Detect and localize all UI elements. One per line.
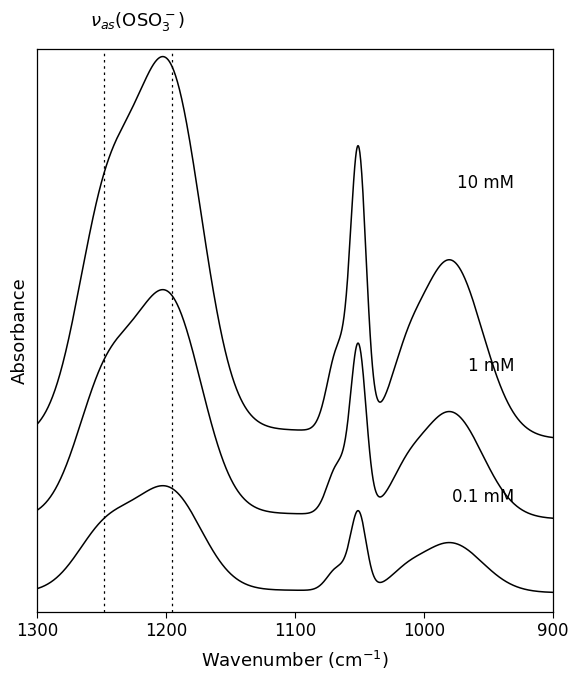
Y-axis label: Absorbance: Absorbance <box>11 277 29 384</box>
X-axis label: Wavenumber (cm$^{-1}$): Wavenumber (cm$^{-1}$) <box>201 649 389 671</box>
Text: 0.1 mM: 0.1 mM <box>452 488 514 506</box>
Text: 10 mM: 10 mM <box>458 175 514 192</box>
Text: $\nu_{as}(\mathrm{OSO_3^-})$: $\nu_{as}(\mathrm{OSO_3^-})$ <box>90 10 186 33</box>
Text: 1 mM: 1 mM <box>468 357 514 374</box>
